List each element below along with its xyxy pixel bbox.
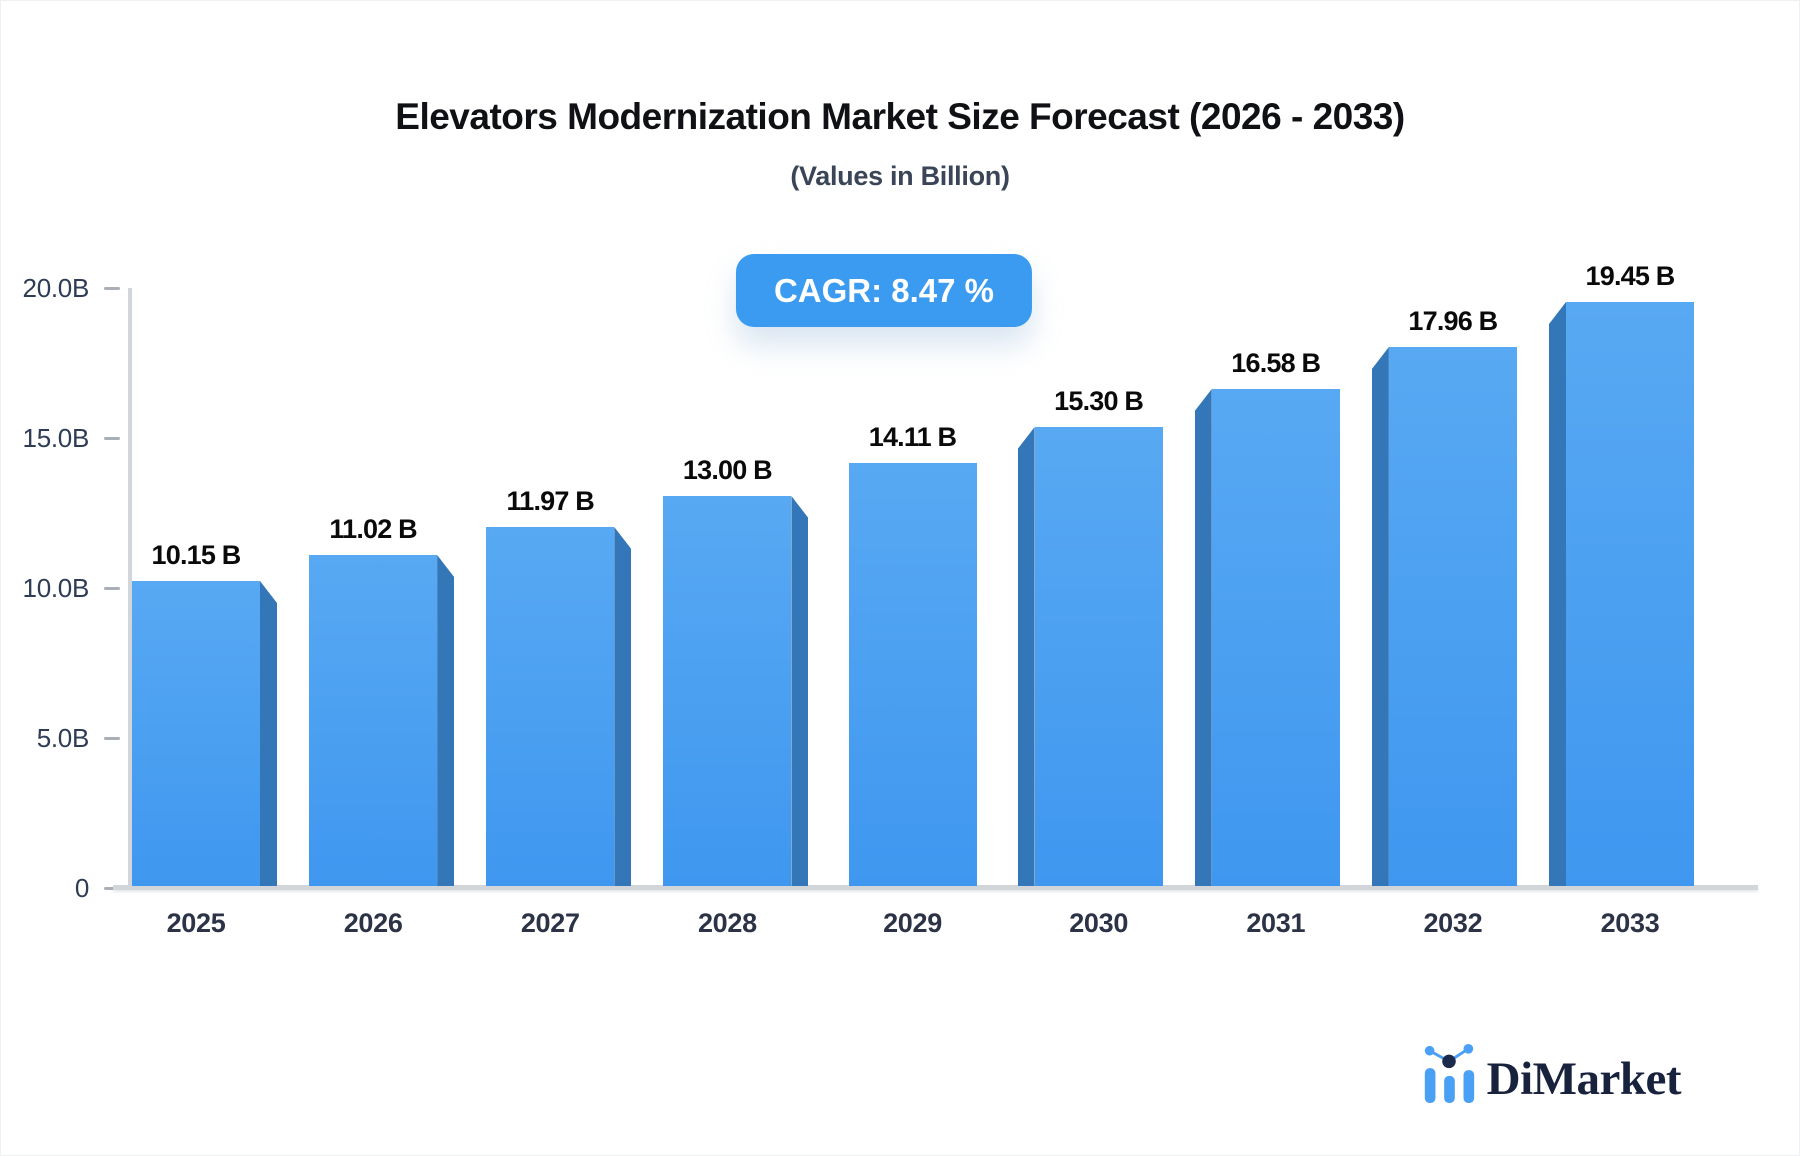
bar-front-face — [1566, 302, 1694, 886]
y-axis-tick-label: 20.0B — [22, 273, 90, 303]
y-axis-tick-mark — [104, 736, 120, 740]
bar-front-face — [486, 527, 615, 886]
y-axis-tick-label: 15.0B — [22, 423, 90, 453]
x-axis-label-2028: 2028 — [697, 908, 757, 938]
bar-2033 — [1549, 302, 1694, 886]
bar-front-face — [309, 555, 438, 886]
bar-slot-2033: 19.45 B 2033 — [1549, 261, 1694, 938]
y-axis-line — [128, 288, 132, 888]
bar-slot-2030: 15.30 B 2030 — [1017, 288, 1163, 938]
chart-subtitle: (Values in Billion) — [790, 161, 1010, 191]
bar-slot-2032: 17.96 B 2032 — [1371, 288, 1517, 938]
bar-front-face — [1034, 427, 1163, 886]
x-axis-label-2026: 2026 — [343, 908, 403, 938]
bar-front-face — [1211, 389, 1340, 886]
x-axis-label-2033: 2033 — [1600, 908, 1660, 938]
bar-2028 — [663, 496, 809, 886]
y-axis-tick-mark — [104, 436, 120, 440]
bar-2029 — [841, 463, 986, 886]
x-axis-baseline — [113, 885, 1758, 890]
y-axis-tick-mark — [104, 586, 120, 590]
bar-value-label: 10.15 B — [151, 540, 242, 570]
bar-side-face — [1017, 427, 1035, 886]
bar-side-face — [1549, 302, 1566, 886]
bar-value-label: 11.02 B — [329, 514, 417, 544]
bars-container: 10.15 B 2025 11.02 B 2026 11.97 B 2027 13.00 B… — [132, 261, 1694, 938]
cagr-badge: CAGR: 8.47 % — [735, 254, 1033, 327]
y-axis-tick-label: 10.0B — [22, 573, 90, 603]
bar-value-label: 17.96 B — [1408, 306, 1498, 336]
chart-title: Elevators Modernization Market Size Fore… — [395, 96, 1405, 137]
bar-slot-2029: 14.11 B 2029 — [841, 288, 986, 938]
bar-2031 — [1194, 389, 1340, 886]
x-axis-label-2030: 2030 — [1069, 908, 1129, 938]
x-axis-label-2032: 2032 — [1423, 908, 1483, 938]
x-axis-label-2031: 2031 — [1246, 908, 1306, 938]
x-axis-label-2025: 2025 — [166, 908, 226, 938]
bar-slot-2026: 11.02 B 2026 — [309, 288, 455, 938]
bar-side-face — [1194, 389, 1212, 886]
bar-slot-2027: 11.97 B 2027 — [486, 288, 632, 938]
bar-2032 — [1371, 347, 1517, 886]
y-axis-tick-mark — [104, 286, 120, 290]
bar-slot-2025: 10.15 B 2025 — [132, 288, 277, 938]
bar-side-face — [437, 555, 455, 886]
x-axis-label-2027: 2027 — [520, 908, 580, 938]
bar-side-face — [614, 527, 632, 886]
bar-value-label: 16.58 B — [1231, 348, 1321, 378]
bar-front-face — [1388, 347, 1517, 886]
x-axis-label-2029: 2029 — [883, 908, 942, 938]
bar-2030 — [1017, 427, 1163, 886]
brand-name: DiMarket — [1486, 1053, 1682, 1105]
bar-side-face — [260, 581, 277, 886]
bar-front-face — [663, 496, 792, 886]
bar-side-face — [1371, 347, 1389, 886]
bar-line-chart-icon — [1424, 1043, 1474, 1103]
bar-front-face — [132, 581, 260, 886]
bar-value-label: 19.45 B — [1585, 261, 1676, 291]
bar-value-label: 13.00 B — [682, 455, 773, 485]
bar-2026 — [309, 555, 455, 886]
brand-logo: DiMarket — [1421, 1043, 1682, 1105]
y-axis-tick-label: 0 — [74, 873, 89, 903]
bar-value-label: 11.97 B — [506, 486, 595, 516]
bar-slot-2031: 16.58 B 2031 — [1194, 288, 1340, 938]
bar-front-face — [848, 463, 977, 886]
bar-2025 — [132, 581, 277, 886]
y-axis-tick-label: 5.0B — [36, 723, 90, 753]
bar-side-face — [791, 496, 809, 886]
bar-value-label: 15.30 B — [1054, 386, 1144, 416]
bar-slot-2028: 13.00 B 2028 — [663, 288, 809, 938]
plot-area: 10.15 B 2025 11.02 B 2026 11.97 B 2027 13.00 B… — [23, 261, 1758, 938]
y-axis-tick-mark — [104, 886, 120, 890]
bar-value-label: 14.11 B — [868, 422, 957, 452]
bar-2027 — [486, 527, 632, 886]
